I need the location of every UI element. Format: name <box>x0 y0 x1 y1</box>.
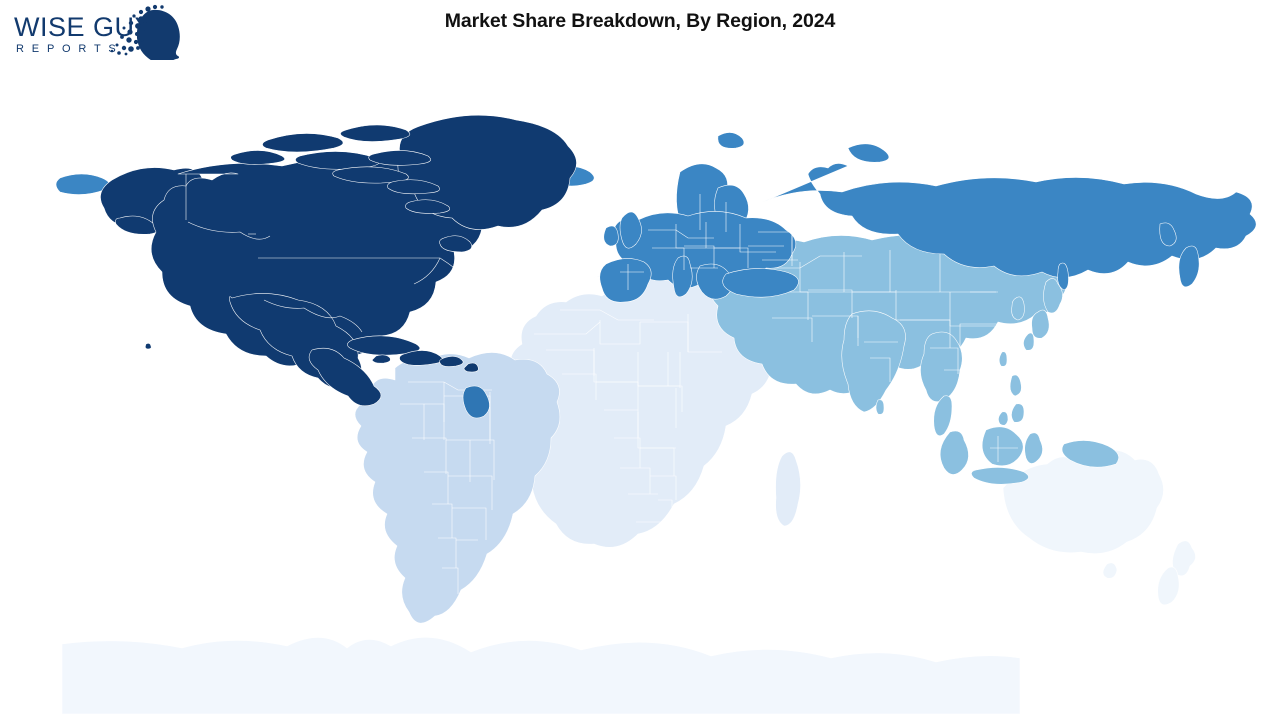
logo-wordmark-secondary: R E P O R T S <box>16 43 118 55</box>
asia-country-borders <box>760 250 1018 462</box>
region-rest-of-world-antarctica <box>61 637 1021 715</box>
africa-country-borders <box>534 309 722 523</box>
wise-guy-reports-logo: WISE GUY R E P O R T S <box>12 4 190 66</box>
region-north-america <box>100 114 577 419</box>
header-bar: WISE GUY R E P O R T S <box>0 0 1280 66</box>
north-america-country-borders <box>185 174 495 333</box>
logo-svg: WISE GUY R E P O R T S <box>14 4 180 66</box>
head-profile-dots-icon <box>110 4 180 66</box>
world-choropleth-map <box>55 114 1257 715</box>
page-title: Market Share Breakdown, By Region, 2024 <box>444 10 836 32</box>
south-america-country-borders <box>400 381 495 594</box>
region-asia-pacific <box>709 234 1119 485</box>
logo-wordmark-primary: WISE GUY <box>14 12 153 42</box>
region-south-america <box>354 352 561 624</box>
world-map-container <box>0 52 1280 720</box>
region-middle-east-africa <box>507 263 801 548</box>
region-rest-of-world-oceania <box>1002 448 1196 606</box>
europe-country-borders <box>620 194 798 290</box>
